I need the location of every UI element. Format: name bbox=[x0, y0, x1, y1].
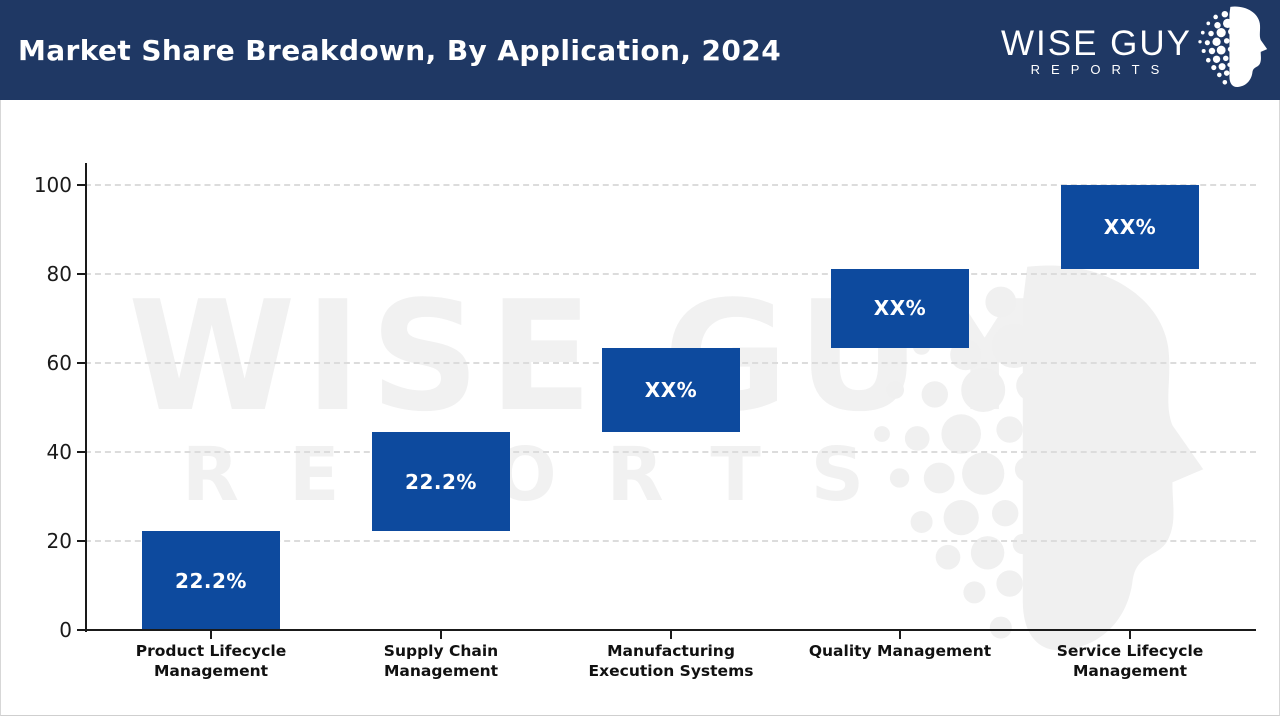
x-tick-mark bbox=[899, 631, 901, 639]
x-category-label-line: Management bbox=[153, 662, 269, 680]
bar-value-label: XX% bbox=[1103, 214, 1157, 239]
y-tick-mark bbox=[77, 273, 85, 275]
x-category-label: Manufacturing Execution Systems bbox=[553, 641, 789, 681]
logo-reports-text: REPORTS bbox=[1030, 62, 1171, 77]
gridline bbox=[85, 451, 1256, 453]
gridline bbox=[85, 273, 1256, 275]
bar-segment: 22.2% bbox=[372, 432, 510, 532]
y-tick-label: 60 bbox=[46, 351, 72, 375]
bar-segment: 22.2% bbox=[142, 531, 280, 630]
x-category-label-line: Manufacturing bbox=[607, 642, 735, 660]
gridline bbox=[85, 540, 1256, 542]
x-tick-mark bbox=[210, 631, 212, 639]
x-category-label-line: Management bbox=[1072, 662, 1188, 680]
wiseguy-logo: WISE GUY REPORTS bbox=[1001, 3, 1270, 97]
x-category-label-line: Management bbox=[383, 662, 499, 680]
x-tick-mark bbox=[1129, 631, 1131, 639]
y-tick-mark bbox=[77, 362, 85, 364]
y-tick-mark bbox=[77, 184, 85, 186]
x-category-label-line: Quality Management bbox=[808, 642, 992, 660]
logo-wordmark: WISE GUY REPORTS bbox=[1001, 26, 1192, 78]
bar-segment: XX% bbox=[602, 347, 740, 433]
x-category-label: Product Lifecycle Management bbox=[93, 641, 329, 681]
bar-value-label: XX% bbox=[873, 296, 927, 321]
y-tick-label: 0 bbox=[59, 618, 72, 642]
x-category-label-line: Execution Systems bbox=[588, 662, 754, 680]
watermark-reports-text: REPORTS bbox=[182, 432, 915, 518]
y-tick-label: 100 bbox=[33, 173, 72, 197]
y-tick-mark bbox=[77, 629, 85, 631]
y-tick-mark bbox=[77, 451, 85, 453]
x-tick-mark bbox=[670, 631, 672, 639]
x-category-label: Service Lifecycle Management bbox=[1012, 641, 1248, 681]
x-axis-line bbox=[85, 629, 1256, 631]
x-tick-mark bbox=[440, 631, 442, 639]
x-category-label-line: Supply Chain bbox=[383, 642, 499, 660]
y-tick-label: 20 bbox=[46, 529, 72, 553]
x-category-label-line: Service Lifecycle bbox=[1056, 642, 1204, 660]
y-tick-mark bbox=[77, 540, 85, 542]
y-axis-line bbox=[85, 163, 87, 632]
y-tick-label: 40 bbox=[46, 440, 72, 464]
bar-value-label: XX% bbox=[644, 378, 698, 403]
y-tick-label: 80 bbox=[46, 262, 72, 286]
x-category-label-line: Product Lifecycle bbox=[135, 642, 287, 660]
bar-value-label: 22.2% bbox=[175, 568, 247, 593]
logo-wiseguy-text: WISE GUY bbox=[1000, 24, 1192, 63]
page-title: Market Share Breakdown, By Application, … bbox=[18, 33, 782, 67]
gridline bbox=[85, 184, 1256, 186]
bar-value-label: 22.2% bbox=[405, 469, 477, 494]
bar-segment: XX% bbox=[1061, 185, 1199, 269]
wiseguy-head-icon bbox=[1198, 6, 1268, 88]
x-category-label: Quality Management bbox=[782, 641, 1018, 661]
x-category-label: Supply Chain Management bbox=[323, 641, 559, 681]
bar-segment: XX% bbox=[831, 268, 969, 348]
header-bar: Market Share Breakdown, By Application, … bbox=[0, 0, 1280, 100]
